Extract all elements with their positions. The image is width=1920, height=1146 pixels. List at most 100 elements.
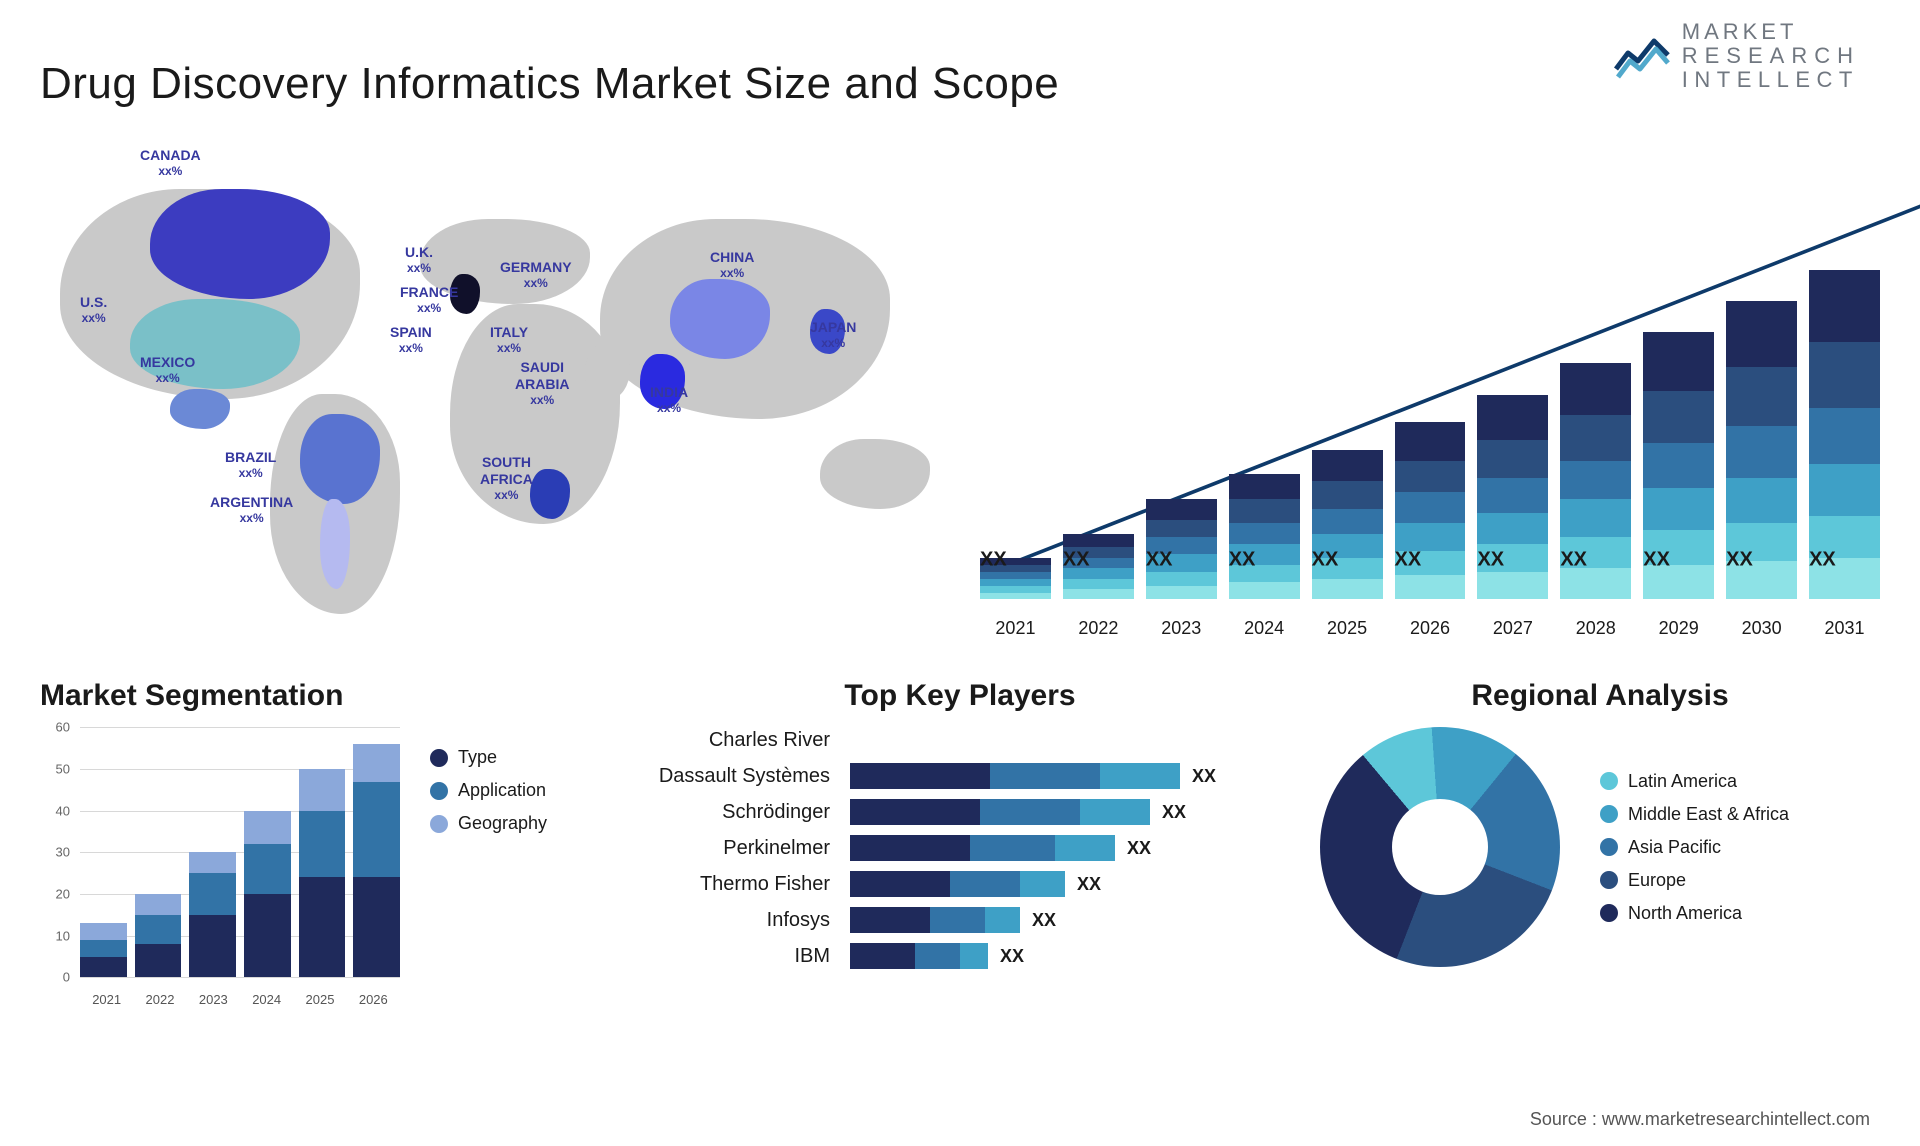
bar-segment bbox=[1312, 481, 1383, 509]
seg-year-label: 2025 bbox=[306, 992, 335, 1007]
kp-bar-segment bbox=[850, 871, 950, 897]
legend-label: Application bbox=[458, 780, 546, 801]
segmentation-chart: 0102030405060 202120222023202420252026 bbox=[40, 727, 400, 1007]
legend-label: Middle East & Africa bbox=[1628, 804, 1789, 825]
year-label: 2031 bbox=[1809, 618, 1880, 639]
bar-segment bbox=[1477, 478, 1548, 513]
bar-segment bbox=[980, 579, 1051, 586]
seg-bar-segment bbox=[353, 744, 400, 781]
legend-label: Europe bbox=[1628, 870, 1686, 891]
bar-segment bbox=[1063, 589, 1134, 599]
bar-value-label: XX bbox=[980, 549, 1007, 572]
seg-bar bbox=[299, 769, 346, 977]
growth-bar: XX bbox=[1229, 474, 1300, 599]
bar-segment bbox=[1560, 461, 1631, 499]
kp-bar-segment bbox=[1020, 871, 1065, 897]
bar-segment bbox=[1229, 523, 1300, 544]
segmentation-title: Market Segmentation bbox=[40, 679, 600, 713]
bar-segment bbox=[1560, 415, 1631, 460]
map-label: BRAZILxx% bbox=[225, 449, 276, 480]
logo-line1: MARKET bbox=[1682, 20, 1860, 44]
year-label: 2024 bbox=[1229, 618, 1300, 639]
growth-bar: XX bbox=[1477, 395, 1548, 600]
legend-label: Type bbox=[458, 747, 497, 768]
growth-bar: XX bbox=[1146, 499, 1217, 600]
kp-bar-segment bbox=[930, 907, 985, 933]
active-region bbox=[170, 389, 230, 429]
bar-segment bbox=[1229, 582, 1300, 599]
map-label: FRANCExx% bbox=[400, 284, 458, 315]
y-tick: 60 bbox=[56, 720, 70, 735]
seg-bar-segment bbox=[299, 877, 346, 977]
legend-item: Type bbox=[430, 747, 547, 768]
bar-segment bbox=[1643, 443, 1714, 488]
kp-label: Perkinelmer bbox=[640, 835, 830, 861]
bar-value-label: XX bbox=[1477, 549, 1504, 572]
bar-value-label: XX bbox=[1809, 549, 1836, 572]
regional-title: Regional Analysis bbox=[1320, 679, 1880, 713]
seg-bar-segment bbox=[135, 915, 182, 944]
key-players-bars: XXXXXXXXXXXX bbox=[850, 727, 1280, 969]
regional-donut bbox=[1320, 727, 1560, 967]
legend-swatch bbox=[1600, 871, 1618, 889]
y-tick: 40 bbox=[56, 803, 70, 818]
regional-legend: Latin America Middle East & Africa Asia Pa… bbox=[1600, 771, 1789, 924]
kp-row: XX bbox=[850, 871, 1280, 897]
kp-bar-segment bbox=[850, 799, 980, 825]
kp-bar bbox=[850, 943, 988, 969]
kp-bar bbox=[850, 763, 1180, 789]
growth-bar: XX bbox=[1643, 332, 1714, 599]
kp-row: XX bbox=[850, 907, 1280, 933]
growth-bar: XX bbox=[1063, 533, 1134, 599]
seg-year-label: 2021 bbox=[92, 992, 121, 1007]
kp-value-label: XX bbox=[1162, 802, 1186, 823]
bar-segment bbox=[1063, 534, 1134, 548]
bar-value-label: XX bbox=[1312, 549, 1339, 572]
bar-segment bbox=[1395, 492, 1466, 523]
bar-segment bbox=[1809, 342, 1880, 408]
bar-segment bbox=[1477, 395, 1548, 440]
seg-bar-segment bbox=[244, 811, 291, 844]
bar-segment bbox=[1395, 523, 1466, 551]
bar-segment bbox=[1312, 509, 1383, 533]
bar-segment bbox=[1477, 440, 1548, 478]
kp-value-label: XX bbox=[1032, 910, 1056, 931]
bar-segment bbox=[980, 586, 1051, 593]
legend-swatch bbox=[430, 815, 448, 833]
seg-bar-segment bbox=[189, 873, 236, 915]
bar-segment bbox=[1726, 367, 1797, 426]
year-label: 2027 bbox=[1477, 618, 1548, 639]
bar-segment bbox=[1726, 478, 1797, 523]
logo-icon bbox=[1614, 31, 1670, 81]
bar-segment bbox=[1643, 391, 1714, 443]
legend-swatch bbox=[430, 749, 448, 767]
segmentation-legend: TypeApplicationGeography bbox=[430, 727, 547, 834]
bar-value-label: XX bbox=[1063, 549, 1090, 572]
seg-bar-segment bbox=[135, 944, 182, 977]
kp-row: XX bbox=[850, 763, 1280, 789]
growth-bar: XX bbox=[1560, 363, 1631, 599]
bar-segment bbox=[1809, 464, 1880, 516]
kp-bar-segment bbox=[960, 943, 988, 969]
kp-bar bbox=[850, 799, 1150, 825]
map-label: U.S.xx% bbox=[80, 294, 107, 325]
source-credit: Source : www.marketresearchintellect.com bbox=[1530, 1109, 1870, 1130]
bar-value-label: XX bbox=[1229, 549, 1256, 572]
legend-label: Latin America bbox=[1628, 771, 1737, 792]
seg-bar bbox=[80, 923, 127, 977]
seg-bar-segment bbox=[80, 957, 127, 978]
logo-line2: RESEARCH bbox=[1682, 44, 1860, 68]
legend-swatch bbox=[1600, 805, 1618, 823]
bar-segment bbox=[1146, 586, 1217, 600]
key-players-labels: Charles RiverDassault SystèmesSchrödinge… bbox=[640, 727, 830, 969]
map-label: GERMANYxx% bbox=[500, 259, 572, 290]
bar-segment bbox=[1395, 575, 1466, 599]
bar-segment bbox=[980, 572, 1051, 579]
legend-item: Asia Pacific bbox=[1600, 837, 1789, 858]
seg-bar-segment bbox=[80, 923, 127, 940]
seg-bar-segment bbox=[353, 782, 400, 878]
legend-item: Application bbox=[430, 780, 547, 801]
bar-segment bbox=[1063, 579, 1134, 589]
kp-bar bbox=[850, 907, 1020, 933]
growth-bar: XX bbox=[1809, 269, 1880, 599]
